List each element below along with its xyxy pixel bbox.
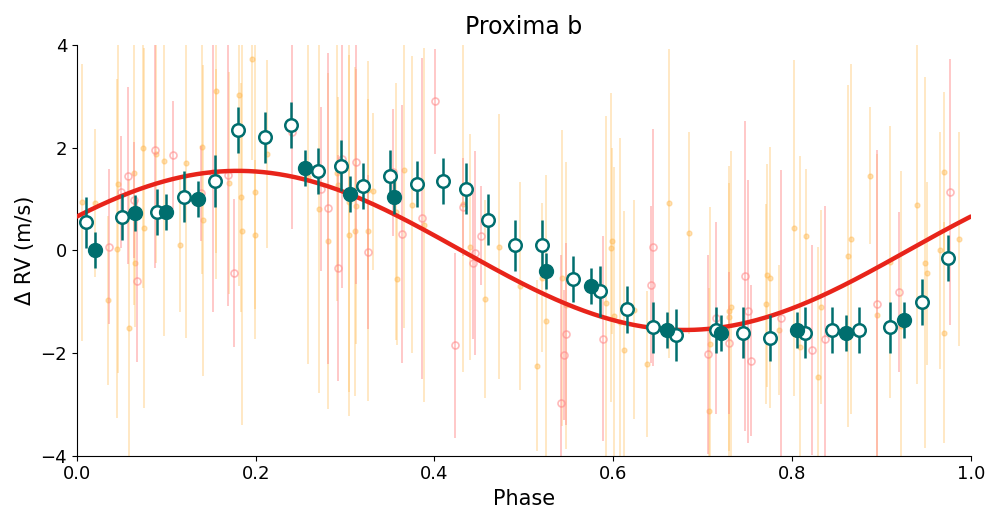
- Title: Proxima b: Proxima b: [465, 15, 582, 39]
- X-axis label: Phase: Phase: [493, 489, 555, 509]
- Y-axis label: Δ RV (m/s): Δ RV (m/s): [15, 196, 35, 305]
